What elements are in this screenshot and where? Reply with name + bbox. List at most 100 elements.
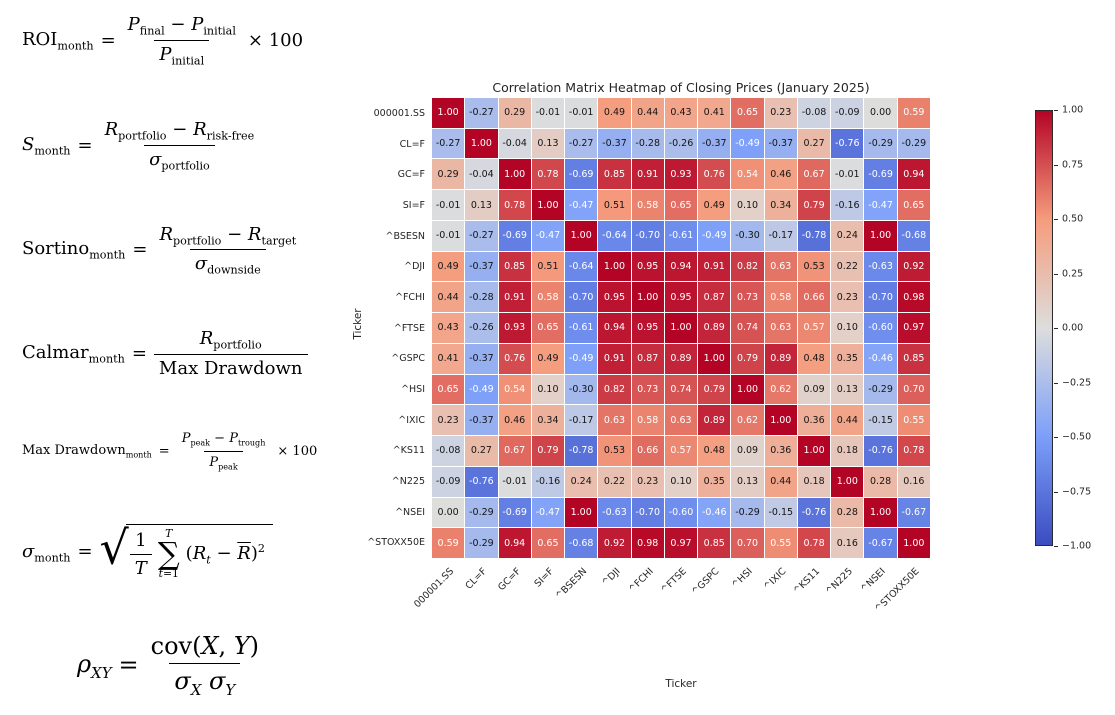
fraction-denominator: σX σY (169, 663, 241, 698)
summation: T ∑ t=1 (158, 528, 180, 581)
math-subscript: month (125, 450, 152, 460)
heatmap-cell: 0.44 (764, 466, 797, 497)
heatmap-cell: 1.00 (698, 343, 731, 374)
x-tick-label: SI=F (532, 566, 556, 590)
heatmap-cell: -0.15 (864, 405, 897, 436)
heatmap-cell: -0.29 (864, 374, 897, 405)
fraction-denominator: σportfolio (144, 144, 215, 173)
heatmap-cell: -0.61 (664, 220, 698, 251)
heatmap-cell: -0.30 (565, 374, 598, 405)
heatmap-cell: 0.48 (797, 343, 831, 374)
x-tick-label: ^GSPC (690, 566, 722, 598)
heatmap-cell: 0.65 (432, 374, 465, 405)
heatmap-cell: 0.13 (731, 466, 764, 497)
formula-lhs: ROImonth (22, 29, 94, 52)
heatmap-cell: -0.01 (565, 98, 598, 128)
heatmap-cell: -0.26 (465, 313, 498, 343)
heatmap-cell: 1.00 (731, 374, 764, 405)
heatmap-cell: -0.70 (631, 497, 664, 528)
heatmap-cell: 0.54 (731, 159, 764, 190)
math-subscript: month (88, 352, 125, 366)
heatmap-cell: 1.00 (797, 436, 831, 466)
heatmap-cell: 0.79 (531, 436, 565, 466)
heatmap-cell: 0.94 (897, 159, 930, 190)
heatmap-panel: Correlation Matrix Heatmap of Closing Pr… (340, 0, 1115, 715)
math-subscript: portfolio (213, 338, 262, 352)
formula-sortino: Sortinomonth = Rportfolio − Rtarget σdownsi… (22, 224, 422, 277)
colorbar-tick-label: −1.00 (1062, 540, 1092, 552)
math-superscript: 2 (257, 542, 265, 556)
heatmap-cell: 0.79 (797, 190, 831, 220)
colorbar: 1.00 0.75 0.50 0.25 0.00 −0.25 −0.50 −0.75 −1.00 (1035, 105, 1115, 552)
heatmap-cell: 0.23 (831, 282, 864, 313)
heatmap-cell: -0.26 (664, 128, 698, 159)
heatmap-cell: 1.00 (565, 220, 598, 251)
math-token: ) (249, 632, 260, 661)
math-token: − (210, 431, 230, 447)
heatmap-cell: 0.53 (598, 436, 631, 466)
radicand: 1 T T ∑ t=1 (Rt − R)2 (125, 523, 273, 581)
math-token: t (158, 567, 163, 581)
heatmap-cell: 1.00 (831, 466, 864, 497)
heatmap-cell: 0.63 (598, 405, 631, 436)
heatmap-cell: -0.27 (565, 128, 598, 159)
fraction-numerator: 1 (130, 530, 151, 554)
math-token: − (210, 543, 238, 565)
heatmap-cell: 0.55 (897, 405, 930, 436)
math-token: σ (174, 667, 191, 696)
y-tick-label: ^FCHI (394, 291, 425, 303)
heatmap-cell: 0.65 (531, 528, 565, 558)
heatmap-cell: 0.62 (764, 374, 797, 405)
heatmap-cell: 0.82 (598, 374, 631, 405)
fraction: Rportfolio − Rtarget σdownside (154, 224, 301, 277)
heatmap-cell: 0.10 (664, 466, 698, 497)
math-token: ) (250, 543, 258, 565)
math-subscript: month (57, 39, 94, 53)
math-token: R (193, 118, 207, 140)
heatmap-cell: 1.00 (864, 220, 897, 251)
heatmap-cell: 0.89 (664, 343, 698, 374)
heatmap-cell: -0.67 (897, 497, 930, 528)
heatmap-cell: -0.29 (897, 128, 930, 159)
heatmap-cell: 1.00 (764, 405, 797, 436)
heatmap-cell: 0.55 (764, 528, 797, 558)
heatmap-cell: 0.27 (465, 436, 498, 466)
math-token: − (164, 14, 192, 35)
math-subscript: peak (190, 438, 211, 448)
heatmap-cell: 0.46 (764, 159, 797, 190)
heatmap-cell: 1.00 (664, 313, 698, 343)
fraction-denominator: Max Drawdown (153, 354, 308, 379)
heatmap-cell: -0.37 (465, 343, 498, 374)
colorbar-tick-label: 0.50 (1062, 213, 1084, 225)
heatmap-cell: 0.95 (631, 313, 664, 343)
heatmap-cell: 0.79 (698, 374, 731, 405)
equals-sign: = (132, 239, 148, 261)
heatmap-cell: -0.01 (498, 466, 531, 497)
heatmap-cell: 0.13 (465, 190, 498, 220)
heatmap-cell: 0.36 (797, 405, 831, 436)
math-subscript: target (261, 234, 297, 248)
radical-sign: √ (99, 520, 129, 575)
heatmap-cell: 0.65 (531, 313, 565, 343)
formula-suffix: × 100 (247, 29, 304, 51)
heatmap-cell: 0.58 (631, 190, 664, 220)
math-token: P (127, 14, 140, 35)
heatmap-cell: 0.34 (531, 405, 565, 436)
heatmap-cell: -0.01 (831, 159, 864, 190)
heatmap-cell: 0.46 (498, 405, 531, 436)
heatmap-cell: -0.78 (565, 436, 598, 466)
heatmap-cell: -0.17 (764, 220, 797, 251)
heatmap-cell: -0.29 (465, 528, 498, 558)
heatmap-cell: 0.93 (498, 313, 531, 343)
formula-rho: ρXY = cov(X, Y) σX σY (77, 632, 422, 698)
x-tick-label: ^FCHI (626, 566, 656, 596)
heatmap-cell: -0.08 (797, 98, 831, 128)
heatmap-cell: 0.23 (764, 98, 797, 128)
fraction-numerator: Rportfolio (195, 328, 267, 354)
heatmap-cell: -0.60 (664, 497, 698, 528)
formula-sharpe: Smonth = Rportfolio − Rrisk-free σportfolio (22, 119, 422, 172)
y-tick-label: ^BSESN (385, 230, 425, 242)
heatmap-cell: 1.00 (432, 98, 465, 128)
heatmap-cell: 0.63 (664, 405, 698, 436)
math-subscript: portfolio (161, 159, 210, 173)
